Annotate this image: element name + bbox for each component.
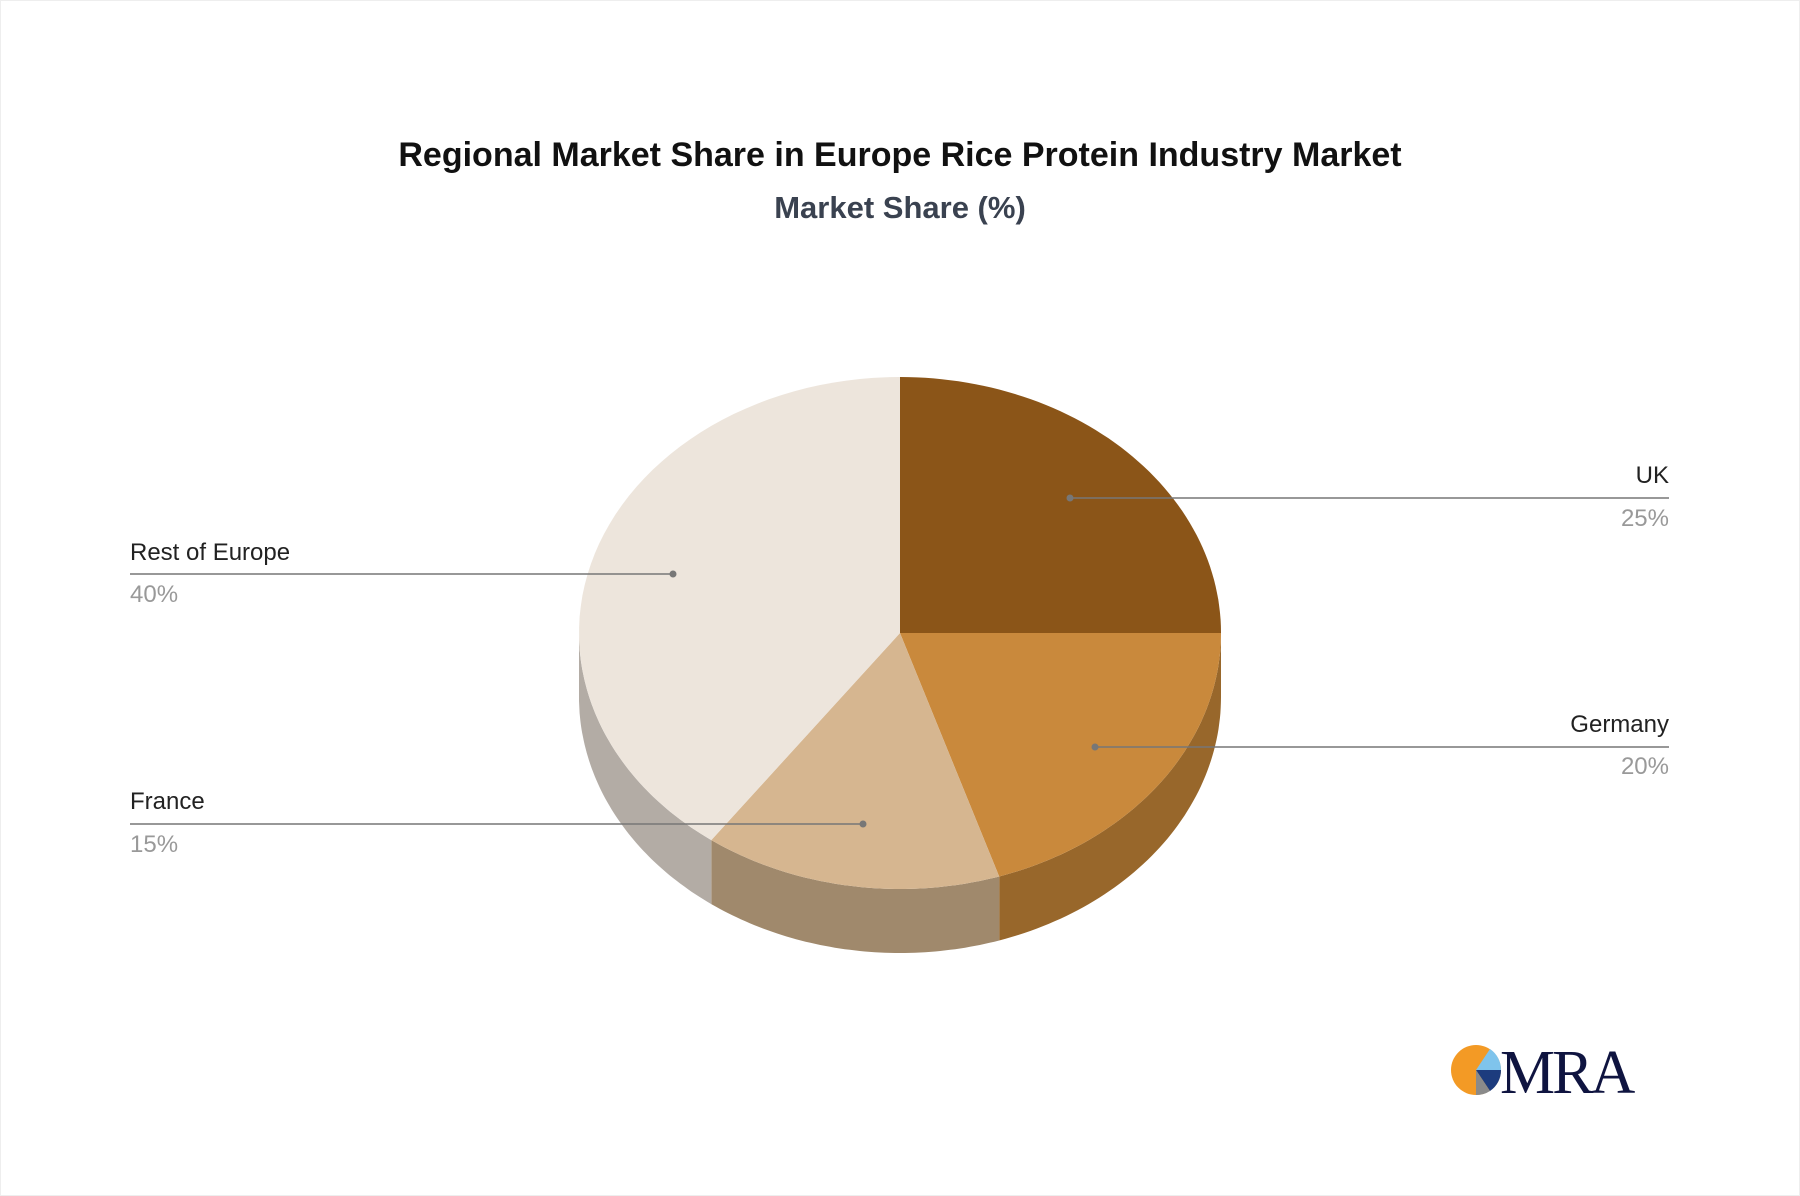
leader-dot-germany [1091,743,1099,751]
pie-slice-uk [900,377,1221,633]
pct-uk: 25% [1620,505,1669,532]
pie-side-france [711,840,1000,953]
label-rest-of-europe: Rest of Europe [130,539,291,566]
pie-slice-rest-of-europe [579,377,900,841]
pct-germany: 20% [1620,753,1669,780]
pct-france: 15% [130,831,179,858]
logo-text: MRA [1500,1040,1635,1100]
mra-logo: MRA [1451,1040,1638,1100]
leader-dot-france [859,820,867,828]
label-uk: UK [1635,462,1669,489]
chart-title: Regional Market Share in Europe Rice Pro… [398,136,1402,174]
label-france: France [130,788,205,815]
pct-rest-of-europe: 40% [130,581,179,608]
leader-dot-rest-of-europe [669,570,677,578]
chart-subtitle: Market Share (%) [774,190,1026,225]
pie-side-germany [999,633,1221,941]
pie-slice-france [711,633,1000,889]
pie-slice-germany [900,633,1221,877]
label-germany: Germany [1570,711,1669,738]
leader-dot-uk [1066,494,1074,502]
pie-side-rest-of-europe [579,633,712,905]
